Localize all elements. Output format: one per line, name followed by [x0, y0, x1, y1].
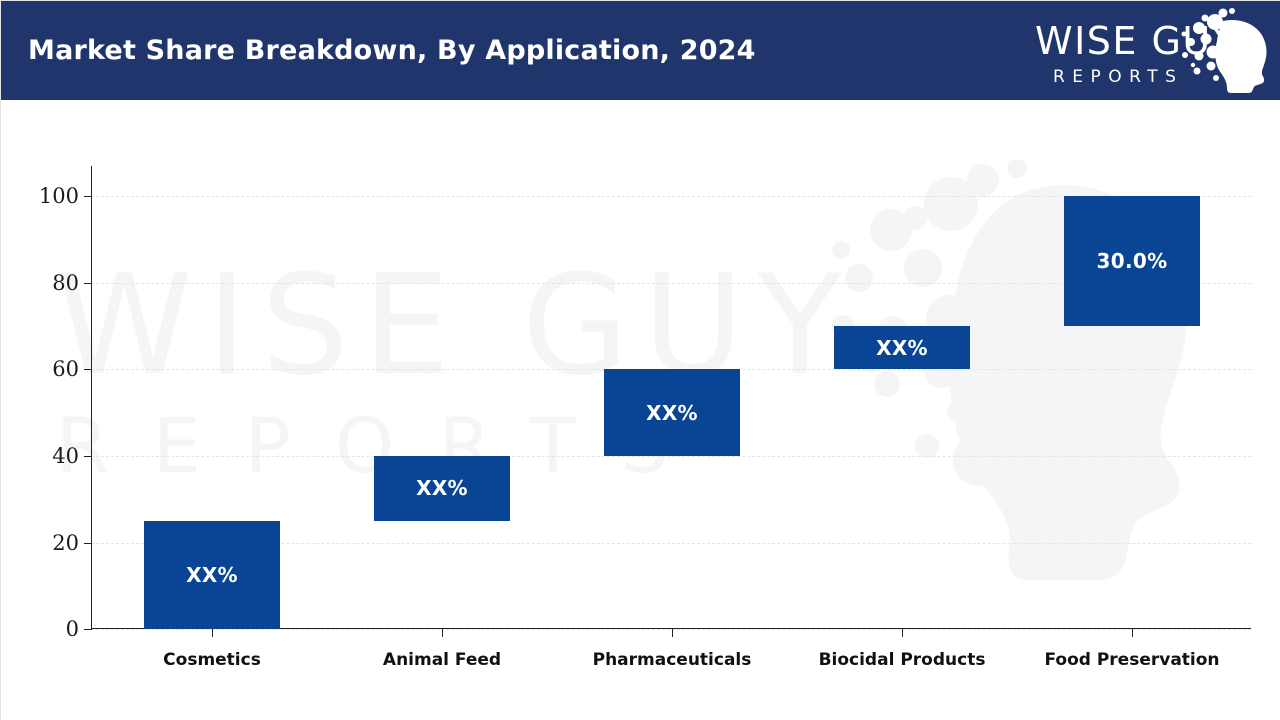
bar-cosmetics[interactable]: XX%: [144, 520, 280, 629]
bar-food-preservation[interactable]: 30.0%: [1064, 196, 1200, 327]
gridline-80: [91, 282, 1251, 284]
x-tick-label-pharmaceuticals: Pharmaceuticals: [592, 650, 752, 670]
chart-header: Market Share Breakdown, By Application, …: [1, 1, 1280, 100]
gridline-40: [91, 456, 1251, 457]
bar-label-food-preservation: 30.0%: [1096, 249, 1168, 274]
y-tick-label-100: 100: [38, 184, 79, 209]
y-tick-mark-20: [84, 542, 91, 544]
bar-label-pharmaceuticals: XX%: [646, 400, 698, 425]
x-tick-mark-cosmetics: [212, 629, 213, 637]
y-tick-label-40: 40: [52, 444, 79, 468]
chart-canvas: WISE GUY REPORTS: [1, 100, 1280, 720]
x-tick-mark-biocidal-products: [902, 629, 903, 637]
x-axis-spine: [91, 628, 1251, 629]
bar-animal-feed[interactable]: XX%: [374, 456, 510, 521]
bar-label-cosmetics: XX%: [186, 562, 238, 587]
x-tick-label-animal-feed: Animal Feed: [382, 650, 502, 670]
y-tick-mark-60: [84, 369, 91, 371]
x-tick-label-food-preservation: Food Preservation: [1044, 650, 1220, 670]
gridline-0: [91, 629, 1251, 630]
bar-label-animal-feed: XX%: [416, 476, 468, 501]
bar-biocidal-products[interactable]: XX%: [834, 326, 970, 370]
y-axis-spine: [91, 166, 92, 630]
y-tick-label-80: 80: [52, 270, 79, 295]
y-tick-mark-80: [84, 282, 91, 284]
y-tick-mark-100: [84, 196, 91, 198]
y-tick-label-0: 0: [65, 617, 79, 641]
x-tick-mark-pharmaceuticals: [672, 629, 673, 637]
y-tick-mark-0: [84, 629, 91, 630]
bar-pharmaceuticals[interactable]: XX%: [604, 369, 740, 456]
logo-svg: WISE GUY REPORTS: [1035, 7, 1267, 93]
x-tick-mark-animal-feed: [442, 629, 443, 637]
logo-head-icon: [1181, 7, 1267, 93]
bar-label-biocidal-products: XX%: [876, 335, 928, 360]
logo-wordmark-secondary: REPORTS: [1053, 67, 1183, 87]
wise-guy-reports-logo: WISE GUY REPORTS: [1027, 1, 1273, 100]
x-tick-label-cosmetics: Cosmetics: [163, 650, 261, 670]
gridline-20: [91, 542, 1251, 544]
page-title: Market Share Breakdown, By Application, …: [28, 35, 756, 66]
gridline-100: [91, 196, 1251, 198]
plot-area: 0 20 40 60 80 100 Cosmetics Animal Feed …: [39, 166, 1251, 670]
y-tick-mark-40: [84, 456, 91, 457]
y-tick-label-60: 60: [52, 357, 79, 382]
x-tick-mark-food-preservation: [1132, 629, 1133, 637]
x-tick-label-biocidal-products: Biocidal Products: [818, 650, 986, 670]
y-tick-label-20: 20: [52, 530, 79, 555]
